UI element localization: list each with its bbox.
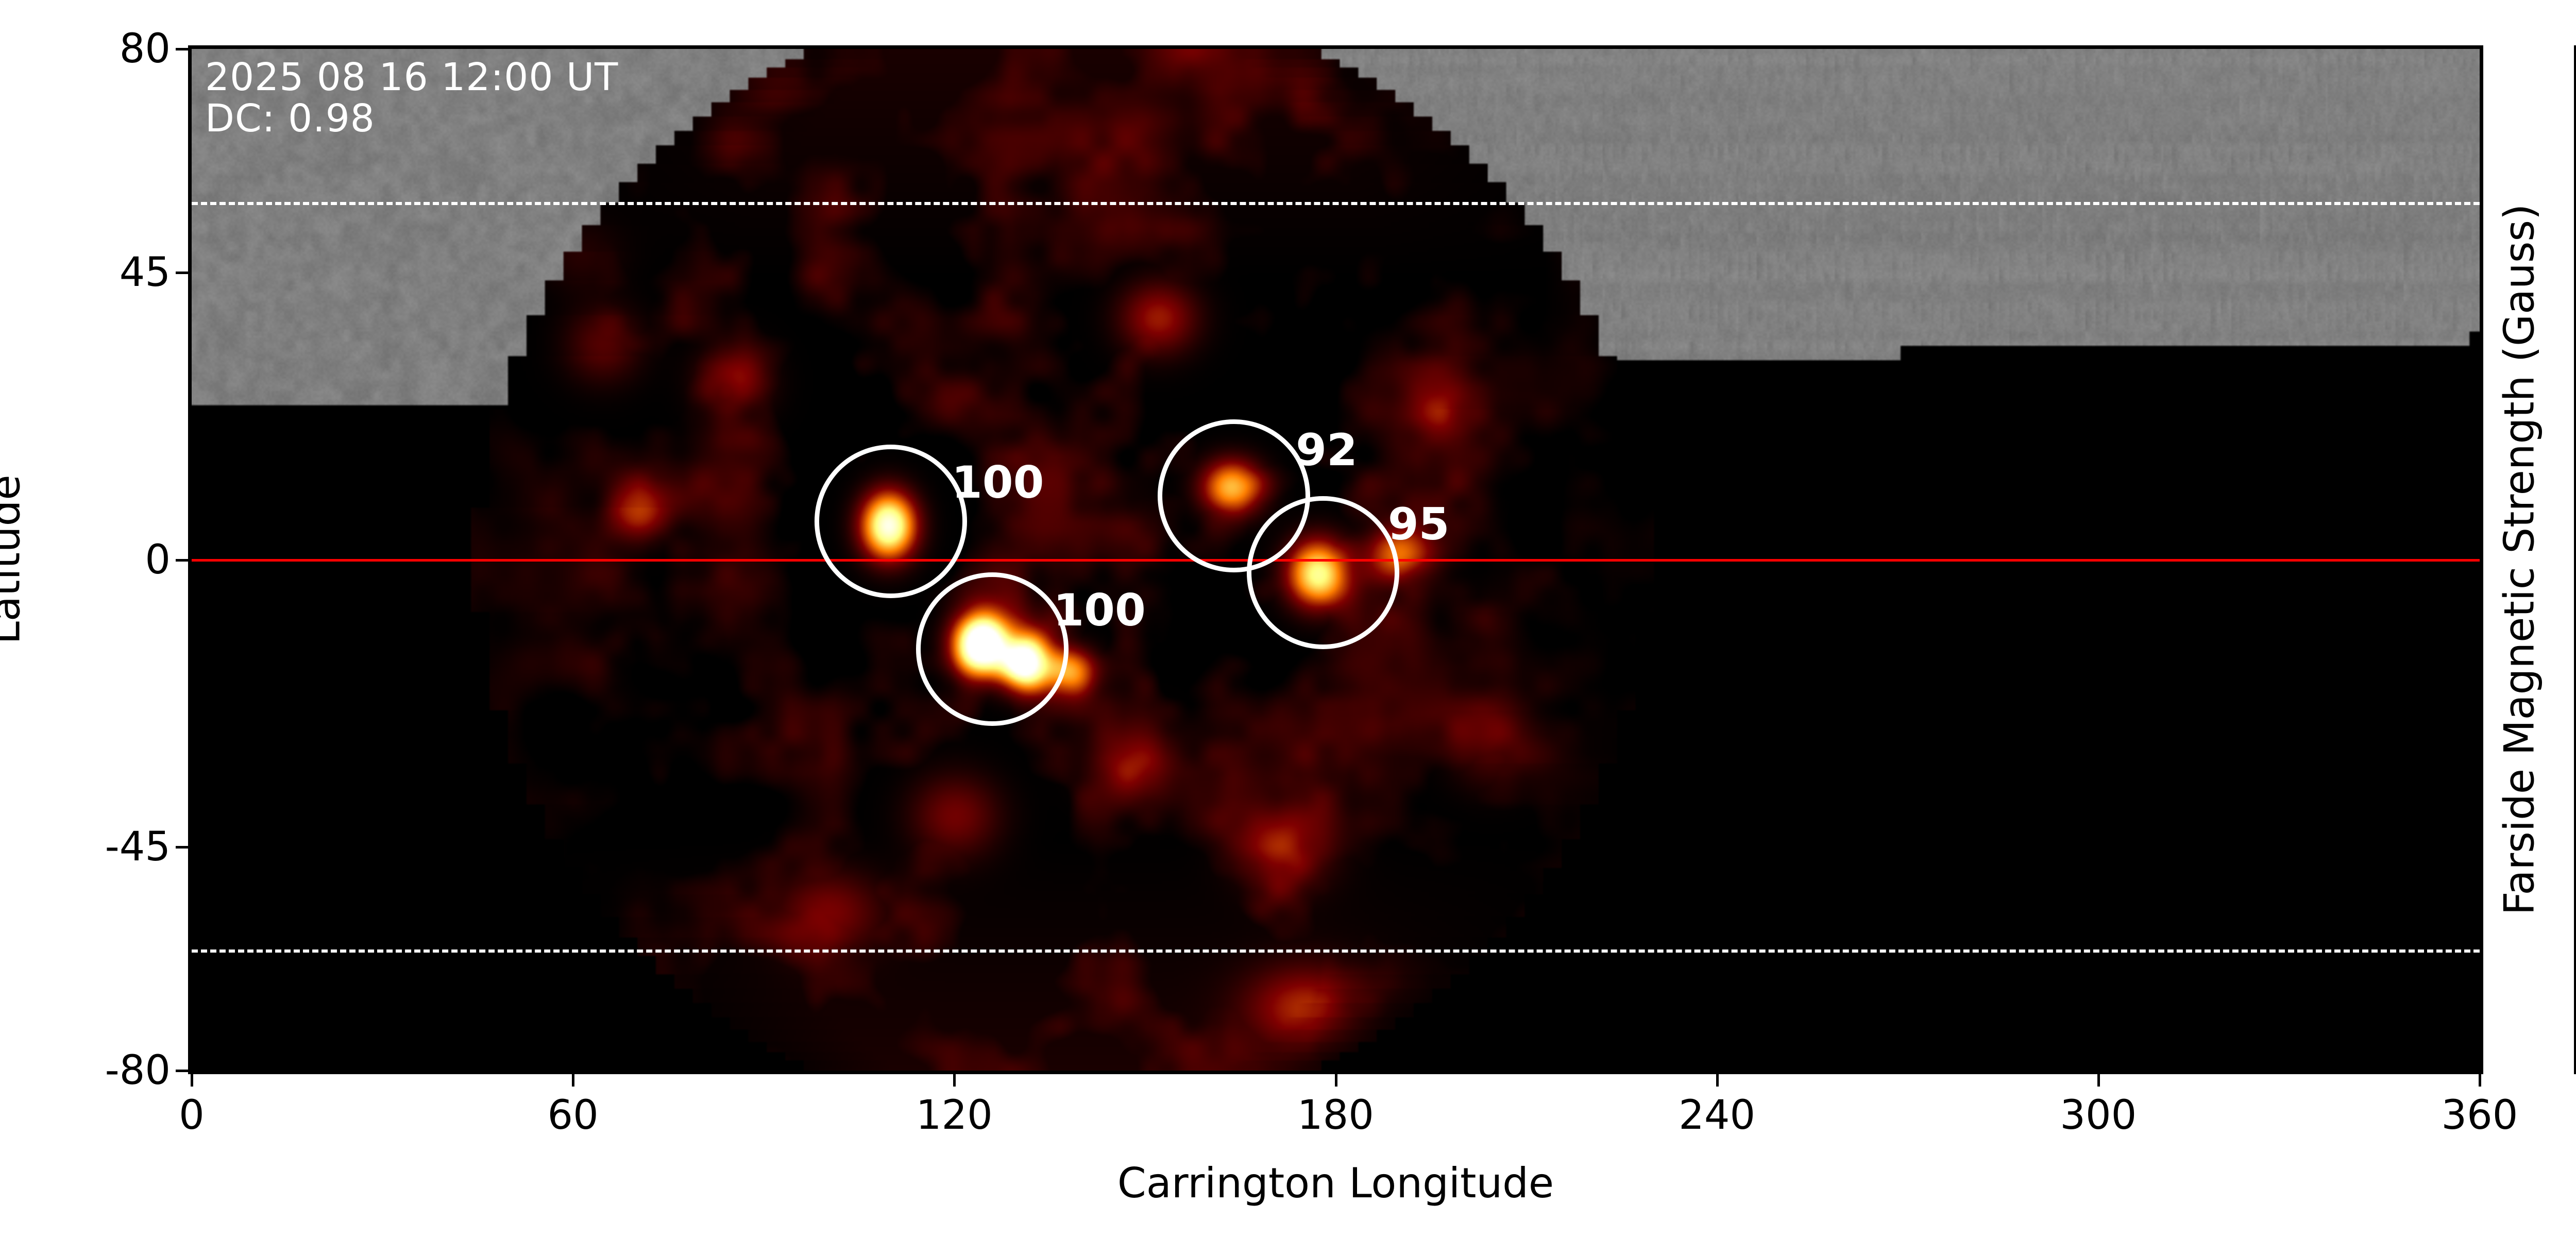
x-tick-label: 300: [2060, 1092, 2137, 1139]
y-tick-mark: [176, 846, 188, 849]
farside-colorbar-title: Farside Magnetic Strength (Gauss): [2495, 203, 2544, 915]
y-tick-label: 45: [119, 249, 171, 296]
x-tick-mark: [1334, 1074, 1337, 1087]
farside-colorbar: [2574, 45, 2576, 1074]
x-tick-label: 360: [2441, 1092, 2518, 1139]
x-tick-mark: [2479, 1074, 2481, 1087]
farside-magnetogram-plot: 2025 08 16 12:00 UT DC: 0.98 100 100 92 95: [188, 45, 2483, 1074]
x-tick-label: 180: [1297, 1092, 1374, 1139]
y-tick-label: -80: [105, 1047, 171, 1094]
y-tick-mark: [176, 558, 188, 562]
magnetogram-image: [192, 49, 2480, 1071]
y-tick-mark: [176, 48, 188, 50]
x-tick-mark: [572, 1074, 575, 1087]
y-axis-title: Latitude: [0, 474, 29, 645]
y-tick-label: -45: [105, 824, 171, 871]
x-tick-label: 0: [179, 1092, 205, 1139]
x-tick-mark: [191, 1074, 193, 1087]
x-tick-label: 60: [547, 1092, 599, 1139]
x-tick-label: 120: [916, 1092, 993, 1139]
y-tick-mark: [176, 271, 188, 274]
x-axis-title: Carrington Longitude: [1117, 1159, 1554, 1207]
y-tick-mark: [176, 1070, 188, 1072]
x-tick-label: 240: [1679, 1092, 1756, 1139]
y-tick-label: 0: [145, 536, 171, 583]
y-tick-label: 80: [119, 26, 171, 72]
x-tick-mark: [1716, 1074, 1719, 1087]
x-tick-mark: [953, 1074, 956, 1087]
x-tick-mark: [2097, 1074, 2100, 1087]
